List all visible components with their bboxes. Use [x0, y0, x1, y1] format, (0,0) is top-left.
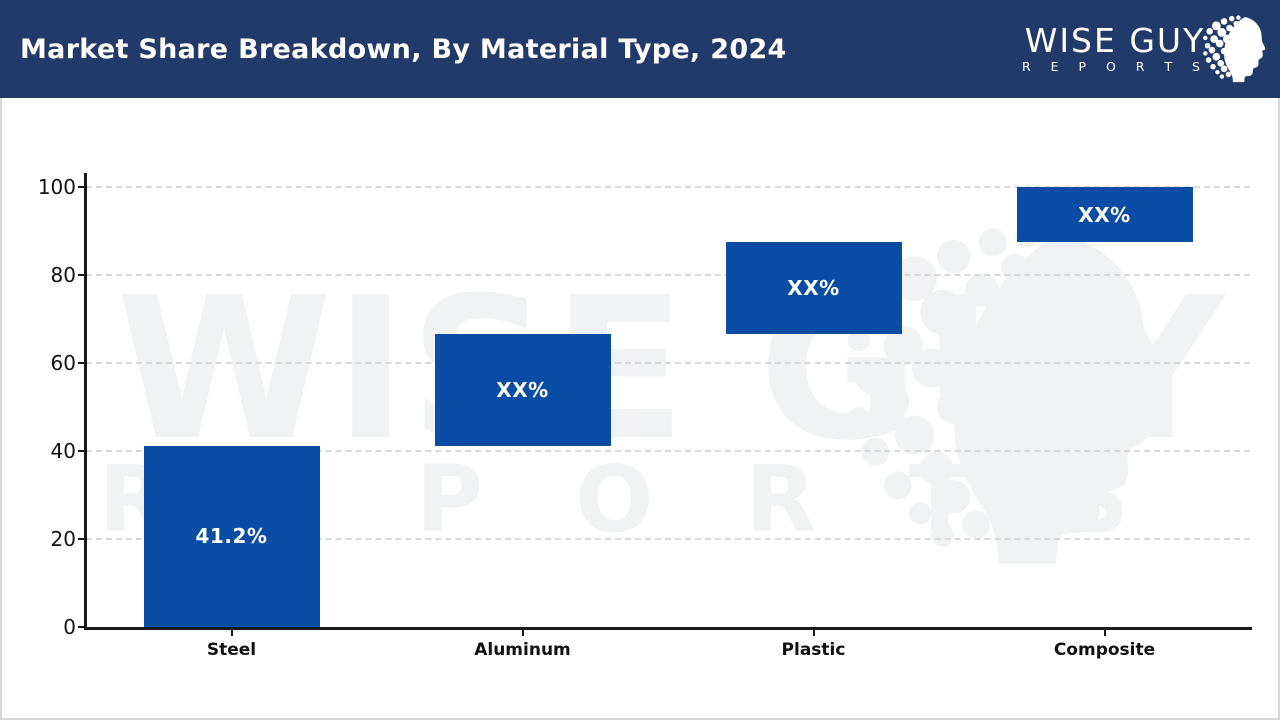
y-tick-label: 60	[50, 351, 76, 375]
brand-name: WISE GUY	[1024, 20, 1206, 60]
y-tick-label: 100	[37, 175, 76, 199]
y-tick-mark	[78, 362, 86, 364]
brand-head-icon	[1203, 15, 1266, 83]
brand-subname: R E P O R T S	[1021, 59, 1208, 75]
page-title: Market Share Breakdown, By Material Type…	[20, 33, 787, 65]
y-tick-mark	[78, 626, 86, 628]
chart-area: WISE GUY R E P O R T S 0 20 40 60 80 100 41.2%…	[0, 98, 1280, 720]
x-tick-mark	[230, 629, 233, 636]
y-axis-spine	[84, 173, 87, 629]
y-tick-label: 40	[50, 439, 76, 463]
header-bar: Market Share Breakdown, By Material Type…	[0, 0, 1280, 98]
gridline	[86, 362, 1250, 364]
y-tick-label: 0	[63, 615, 76, 639]
brand-logo: WISE GUY R E P O R T S	[1022, 6, 1266, 92]
x-category-label: Steel	[206, 640, 257, 660]
gridline	[86, 274, 1250, 276]
brand-logo-text: WISE GUY R E P O R T S	[1021, 20, 1208, 75]
x-axis-spine	[84, 627, 1252, 630]
y-tick-mark	[78, 538, 86, 540]
y-tick-label: 20	[50, 527, 76, 551]
x-tick-mark	[521, 629, 524, 636]
bar: XX%	[1016, 187, 1193, 242]
x-tick-mark	[812, 629, 815, 636]
gridline	[86, 450, 1250, 452]
y-tick-mark	[78, 450, 86, 452]
bar-value-label: XX%	[1078, 202, 1131, 227]
bar-value-label: XX%	[787, 275, 840, 300]
bar: XX%	[725, 242, 902, 334]
bar-value-label: 41.2%	[195, 524, 268, 549]
y-tick-mark	[78, 186, 86, 188]
x-tick-mark	[1103, 629, 1106, 636]
bar: XX%	[434, 333, 611, 446]
gridline	[86, 186, 1250, 188]
x-category-label: Aluminum	[474, 640, 571, 660]
y-tick-mark	[78, 274, 86, 276]
bar-value-label: XX%	[496, 377, 549, 402]
bar: 41.2%	[143, 445, 320, 627]
gridline	[86, 538, 1250, 540]
y-tick-label: 80	[50, 263, 76, 287]
x-category-label: Composite	[1053, 640, 1156, 660]
x-category-label: Plastic	[781, 640, 846, 660]
plot: 0 20 40 60 80 100 41.2% Steel XX% Aluminum XX% Plas…	[0, 98, 1280, 720]
